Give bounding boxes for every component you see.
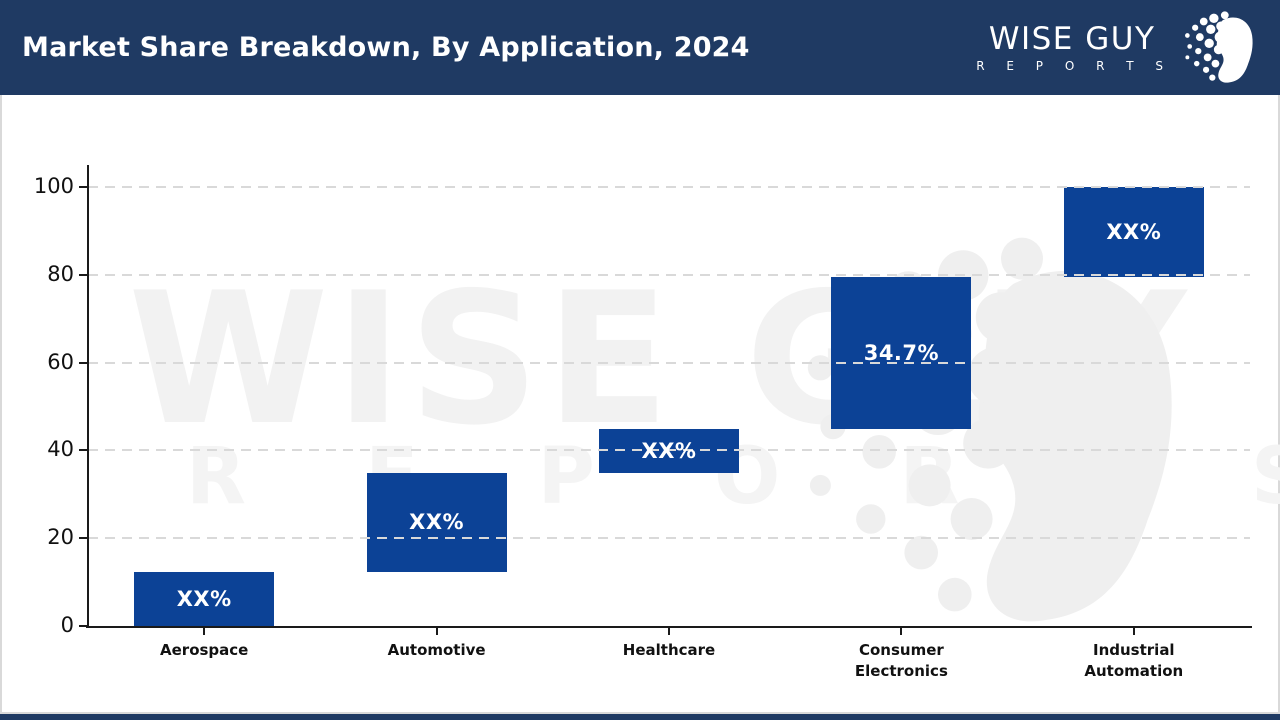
- y-gridline: [88, 361, 1250, 364]
- brand-logo: WISE GUY R E P O R T S: [972, 9, 1256, 87]
- bar-automotive: [366, 472, 507, 572]
- x-axis-category-label: Aerospace: [160, 641, 249, 659]
- bar-value-label: 34.7%: [863, 340, 940, 365]
- y-axis-tick-label: 0: [60, 613, 74, 637]
- x-axis-category-label: Consumer Electronics: [854, 641, 948, 680]
- y-axis-tick-label: 40: [47, 437, 74, 462]
- x-axis-category-label: Industrial Automation: [1084, 641, 1184, 680]
- bar-industrial-automation: [1063, 186, 1204, 277]
- footer-bar: [0, 714, 1280, 720]
- bar-aerospace: [134, 571, 275, 626]
- page-title: Market Share Breakdown, By Application, …: [22, 32, 750, 63]
- y-axis-tick: [79, 361, 87, 364]
- y-axis-tick: [79, 537, 87, 540]
- brand-subtitle: R E P O R T S: [976, 58, 1172, 73]
- y-gridline: [88, 537, 1250, 540]
- brand-name: WISE GUY: [988, 20, 1156, 57]
- x-axis-line: [86, 626, 1252, 628]
- y-gridline: [88, 449, 1250, 452]
- y-gridline: [88, 273, 1250, 276]
- x-axis-tick: [900, 628, 903, 635]
- y-axis-tick-label: 60: [47, 349, 74, 374]
- x-axis-tick: [435, 628, 438, 635]
- x-axis-category-label: Healthcare: [622, 641, 716, 659]
- x-axis-tick: [203, 628, 206, 635]
- x-axis-tick: [1132, 628, 1135, 635]
- x-axis-category-label: Automotive: [387, 641, 486, 659]
- wise-guy-face-icon: [1178, 9, 1256, 87]
- y-axis-line: [87, 165, 89, 628]
- bar-value-label: XX%: [409, 510, 465, 535]
- y-axis-tick-label: 80: [47, 261, 74, 286]
- y-axis-tick: [79, 625, 87, 627]
- y-gridline: [88, 185, 1250, 188]
- y-axis-tick-label: 20: [47, 525, 74, 550]
- bar-value-label: XX%: [641, 438, 697, 463]
- brand-text: WISE GUY R E P O R T S: [972, 20, 1172, 73]
- y-axis-tick: [79, 273, 87, 276]
- y-axis-tick: [79, 185, 87, 188]
- bar-value-label: XX%: [176, 586, 232, 611]
- bar-value-label: XX%: [1106, 219, 1162, 244]
- y-axis-tick-label: 100: [33, 173, 74, 198]
- header-bar: Market Share Breakdown, By Application, …: [0, 0, 1280, 95]
- x-axis-tick: [668, 628, 670, 635]
- y-axis-tick: [79, 449, 87, 452]
